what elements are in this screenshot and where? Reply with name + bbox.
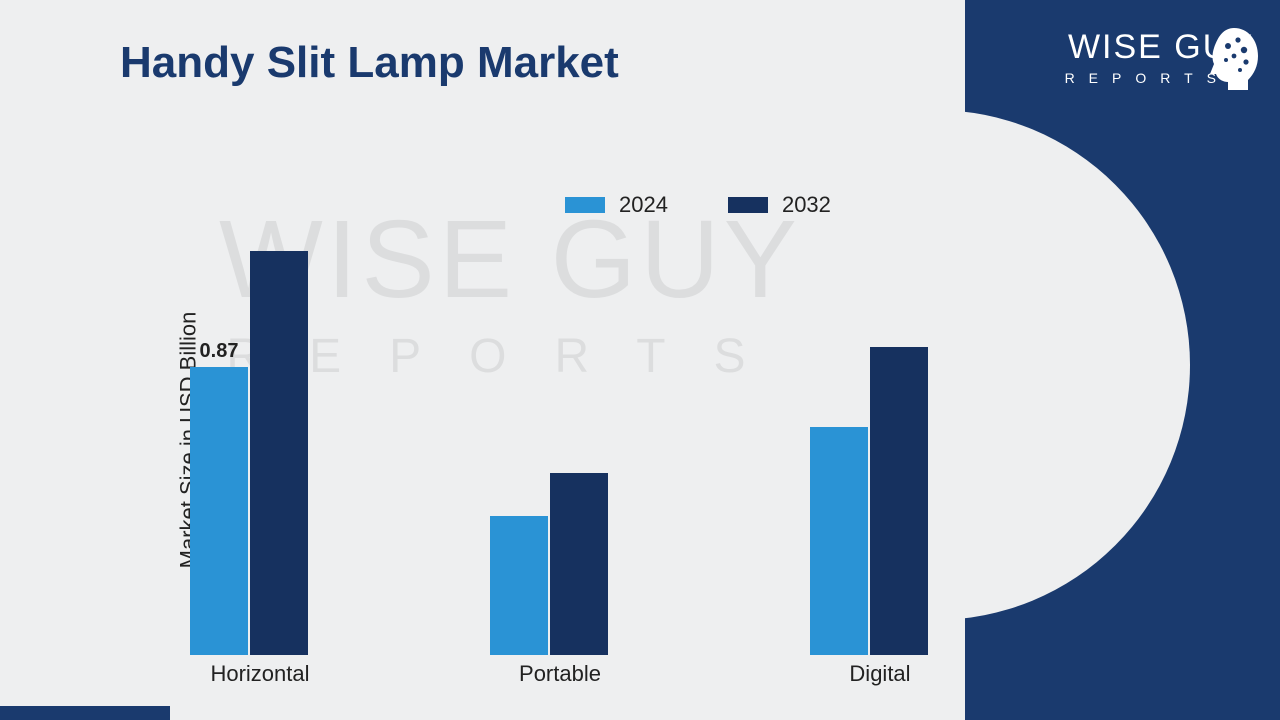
legend-item-2032: 2032 [728, 192, 831, 218]
brain-head-icon [1204, 26, 1260, 92]
legend-swatch-2032 [728, 197, 768, 213]
bar [250, 251, 308, 655]
category-label: Horizontal [160, 661, 360, 687]
brand-logo: WISE GUY REPORTS [994, 30, 1254, 86]
bar-value-label: 0.87 [179, 340, 259, 363]
legend-label-2032: 2032 [782, 192, 831, 218]
category-label: Digital [780, 661, 980, 687]
canvas: WISE GUY REPORTS Handy Slit Lamp Market … [0, 0, 1280, 720]
legend-label-2024: 2024 [619, 192, 668, 218]
bar [190, 367, 248, 655]
bar [870, 347, 928, 655]
legend-item-2024: 2024 [565, 192, 668, 218]
bar-chart: Market Size in USD Billion HorizontalPor… [90, 225, 970, 655]
bar [810, 427, 868, 655]
chart-title: Handy Slit Lamp Market [120, 38, 619, 88]
bar-group [490, 225, 620, 655]
bar-group [810, 225, 940, 655]
bar [490, 516, 548, 655]
legend-swatch-2024 [565, 197, 605, 213]
legend: 2024 2032 [565, 192, 831, 218]
bar [550, 473, 608, 655]
plot-area: HorizontalPortableDigital0.87 [190, 225, 970, 655]
category-label: Portable [460, 661, 660, 687]
bar-group [190, 225, 320, 655]
bottom-accent-stripe [0, 706, 170, 720]
